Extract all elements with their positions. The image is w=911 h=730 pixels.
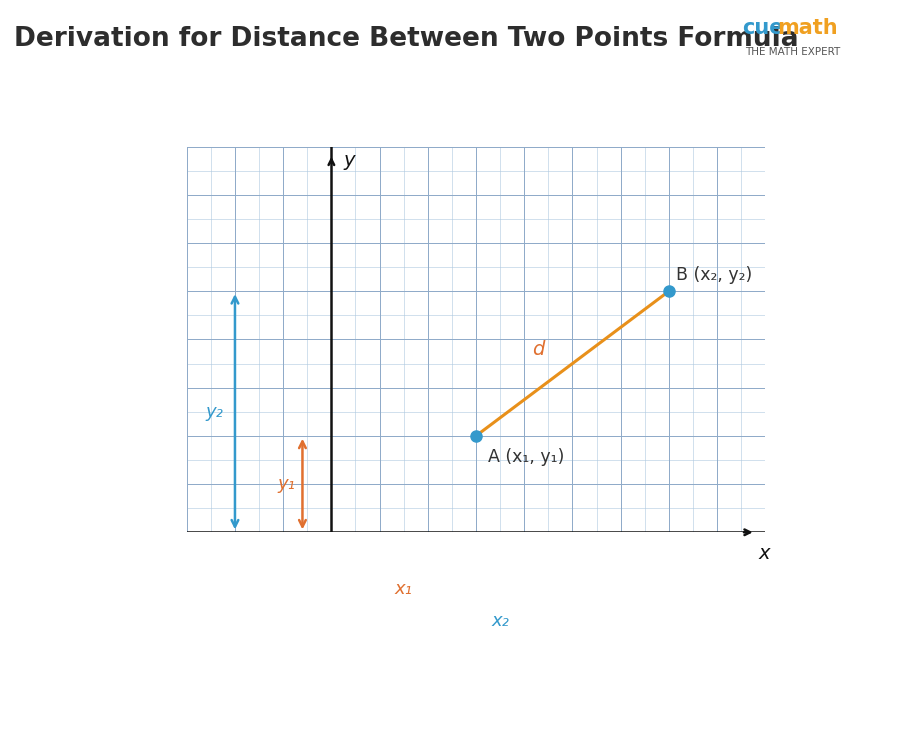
Text: Derivation for Distance Between Two Points Formula: Derivation for Distance Between Two Poin… (14, 26, 798, 52)
Text: B (x₂, y₂): B (x₂, y₂) (676, 266, 752, 284)
Text: x₁: x₁ (394, 580, 413, 599)
Text: d: d (532, 339, 545, 358)
Text: x: x (758, 545, 770, 564)
Text: x₂: x₂ (491, 612, 509, 630)
Text: THE MATH EXPERT: THE MATH EXPERT (745, 47, 841, 58)
Text: cue: cue (742, 18, 784, 38)
Text: math: math (777, 18, 838, 38)
Text: y₂: y₂ (205, 403, 223, 420)
Text: y: y (343, 151, 355, 170)
Text: A (x₁, y₁): A (x₁, y₁) (488, 448, 565, 466)
Text: y₁: y₁ (277, 475, 295, 493)
